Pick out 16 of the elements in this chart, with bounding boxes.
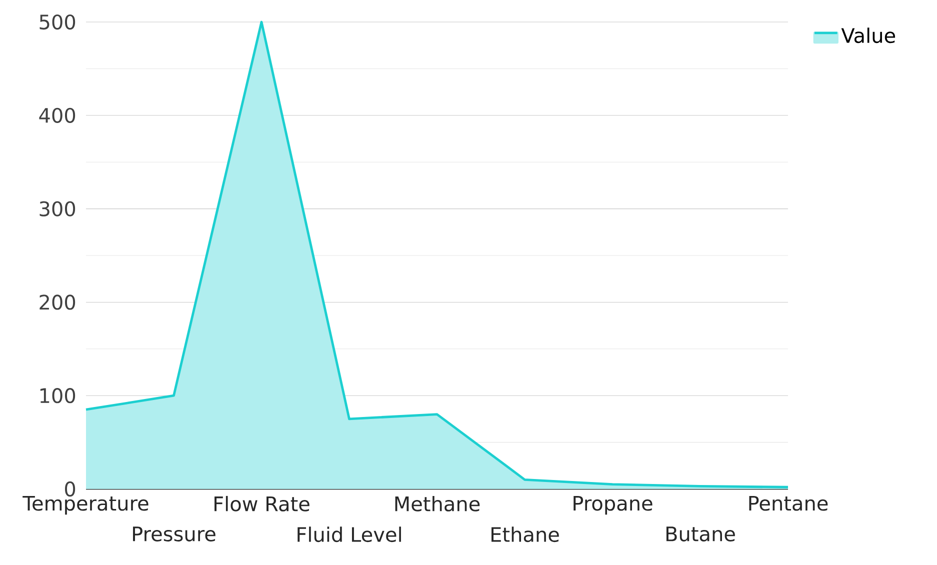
y-tick-label: 400 [39,108,76,123]
x-tick-label: Pressure [133,526,216,542]
x-tick-label: Temperature [22,496,148,515]
x-tick-label: Ethane [492,526,559,542]
y-tick-label: 500 [40,14,76,30]
x-tick-label: Pentane [749,496,828,511]
legend-label: Value [841,28,896,44]
x-tick-label: Butane [666,526,735,542]
y-tick-label: 300 [40,201,76,216]
x-tick-label: Flow Rate [214,496,310,512]
x-tick-label: Methane [395,496,480,512]
y-tick-label: 200 [40,294,76,310]
y-tick-label: 0 [65,481,76,497]
x-tick-label: Propane [574,496,652,515]
x-tick-label: Fluid Level [298,526,401,542]
y-tick-label: 100 [40,388,76,404]
